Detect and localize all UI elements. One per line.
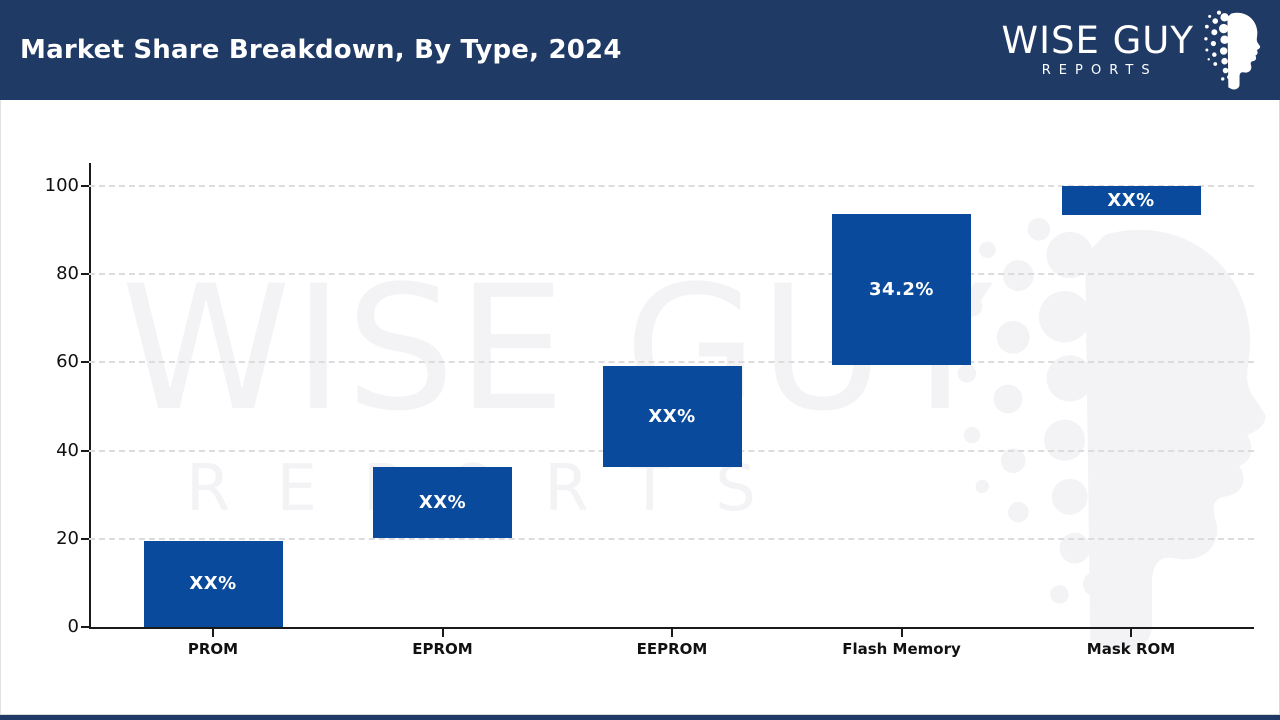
- brand-logo: WISE GUY REPORTS: [1002, 0, 1266, 100]
- x-axis-tick: [671, 629, 673, 637]
- bar-value-label: XX%: [1107, 190, 1155, 212]
- y-axis-tick-label: 0: [67, 616, 79, 637]
- waterfall-bar: XX%: [143, 540, 283, 627]
- waterfall-bar: XX%: [373, 467, 512, 539]
- x-axis-line: [89, 627, 1254, 629]
- waterfall-chart: 0 20 40 60 80 100 XX% PROM XX% EPROM XX% EEPROM 34.2…: [1, 100, 1279, 715]
- gridline: [89, 537, 1254, 540]
- x-axis-category-label: Mask ROM: [1086, 640, 1176, 658]
- header-bar: Market Share Breakdown, By Type, 2024 WI…: [0, 0, 1280, 100]
- waterfall-bar: 34.2%: [832, 214, 971, 366]
- y-axis-tick: [81, 361, 89, 364]
- y-axis-tick-label: 20: [56, 527, 79, 549]
- y-axis-line: [89, 163, 91, 629]
- waterfall-bar: XX%: [602, 365, 742, 467]
- gridline: [89, 185, 1254, 187]
- x-axis-category-label: EPROM: [412, 640, 473, 658]
- brand-subtitle: REPORTS: [1041, 63, 1158, 78]
- chart-region: WISE GUY REPORTS 020406080100XX%PROMXX%E…: [0, 100, 1280, 715]
- waterfall-bar: XX%: [1061, 186, 1201, 216]
- x-axis-category-label: PROM: [187, 640, 239, 658]
- y-axis-tick-label: 40: [56, 439, 79, 461]
- x-axis-tick: [900, 629, 903, 637]
- x-axis-category-label: Flash Memory: [842, 640, 961, 658]
- y-axis-tick-label: 80: [56, 263, 79, 285]
- brand-head-icon: [1204, 10, 1261, 90]
- x-axis-tick: [1130, 629, 1132, 637]
- footer-bar: [0, 714, 1280, 720]
- bar-value-label: 34.2%: [869, 279, 934, 301]
- y-axis-tick-label: 60: [56, 351, 79, 373]
- bar-value-label: XX%: [648, 405, 696, 427]
- y-axis-tick: [81, 273, 89, 276]
- x-axis-tick: [441, 629, 444, 637]
- x-axis-tick: [212, 629, 214, 637]
- y-axis-tick: [81, 537, 89, 540]
- y-axis-tick-label: 100: [44, 175, 79, 196]
- brand-name: WISE GUY: [1001, 19, 1194, 62]
- y-axis-tick: [81, 449, 89, 452]
- brand-logo-text: WISE GUY REPORTS: [1002, 22, 1194, 78]
- bar-value-label: XX%: [189, 573, 237, 595]
- page-title: Market Share Breakdown, By Type, 2024: [20, 35, 622, 65]
- bar-value-label: XX%: [418, 492, 467, 514]
- y-axis-tick: [81, 626, 89, 628]
- y-axis-tick: [81, 185, 89, 187]
- x-axis-category-label: EEPROM: [636, 640, 708, 658]
- gridline: [89, 273, 1254, 276]
- gridline: [89, 361, 1254, 364]
